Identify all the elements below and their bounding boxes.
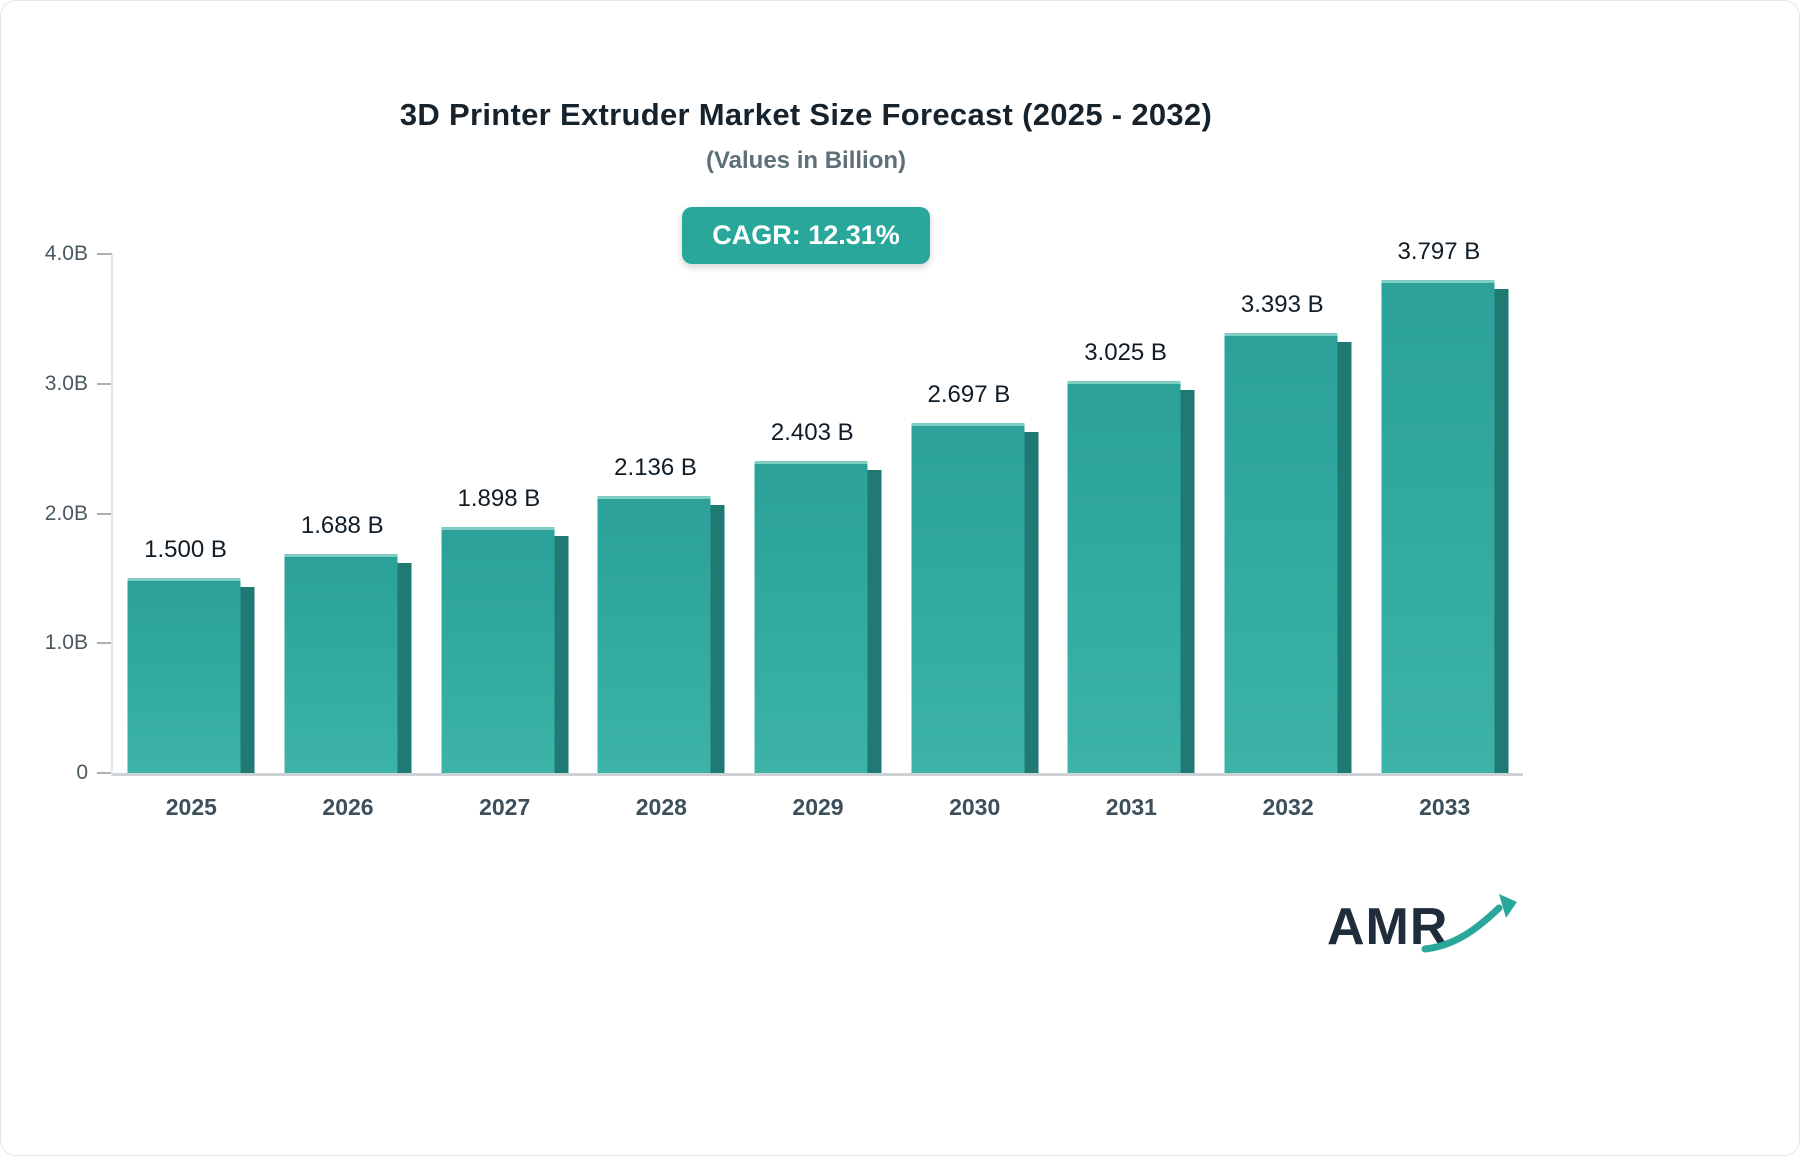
bar-face <box>911 423 1025 773</box>
bar-group: 2.697 B 2030 <box>896 254 1053 820</box>
y-tick: 4.0B <box>26 242 112 266</box>
bar-side-shadow <box>710 504 725 773</box>
bar <box>441 526 569 773</box>
chart-title: 3D Printer Extruder Market Size Forecast… <box>399 97 1213 132</box>
chart-header: 3D Printer Extruder Market Size Forecast… <box>1 97 1611 264</box>
y-axis: 0 1.0B 2.0B 3.0B 4.0B <box>26 242 112 784</box>
bar-group: 3.797 B 2033 <box>1366 238 1523 820</box>
x-axis-label: 2028 <box>635 794 687 820</box>
bar <box>1381 280 1509 773</box>
x-axis-label: 2025 <box>165 794 217 820</box>
bar-group: 1.898 B 2027 <box>426 254 583 820</box>
bar-face <box>597 495 711 773</box>
y-tick: 2.0B <box>26 502 112 526</box>
growth-arrow-icon <box>1421 894 1517 953</box>
y-tick-label: 0 <box>76 761 88 784</box>
y-tick-label: 2.0B <box>44 501 88 525</box>
x-axis-label: 2030 <box>949 794 1001 820</box>
bar-side-shadow <box>1180 389 1195 773</box>
bar-group: 2.403 B 2029 <box>740 254 897 820</box>
bar-value-label: 3.025 B <box>1084 338 1167 366</box>
y-tick: 0 <box>26 761 112 785</box>
bar-group: 3.393 B 2032 <box>1210 254 1367 820</box>
bar <box>1224 332 1352 773</box>
x-axis-label: 2029 <box>792 794 844 820</box>
bar <box>127 578 255 773</box>
y-tick: 1.0B <box>26 631 112 655</box>
y-tick-mark <box>97 253 112 255</box>
bar-value-label: 1.500 B <box>144 536 227 564</box>
y-tick-mark <box>97 382 112 385</box>
bar-group: 2.136 B 2028 <box>583 254 740 820</box>
cagr-badge: CAGR: 12.31% <box>682 207 930 264</box>
amr-logo: AMR <box>1327 894 1517 977</box>
x-axis-label: 2027 <box>479 794 531 820</box>
y-tick-label: 3.0B <box>44 371 88 395</box>
bar <box>597 495 725 773</box>
y-tick-label: 1.0B <box>44 631 88 655</box>
y-tick: 3.0B <box>26 372 112 396</box>
bar-face <box>1381 280 1495 773</box>
bar-face <box>441 526 555 773</box>
bar-group: 1.500 B 2025 <box>113 254 270 820</box>
x-axis-label: 2032 <box>1262 794 1314 820</box>
bar-side-shadow <box>1494 289 1509 773</box>
x-axis-label: 2033 <box>1419 794 1471 820</box>
bar-value-label: 1.688 B <box>300 511 384 539</box>
bar-side-shadow <box>1024 432 1039 773</box>
y-tick-mark <box>97 772 112 774</box>
bar <box>911 423 1039 773</box>
bar-group: 3.025 B 2031 <box>1053 254 1210 820</box>
bar-face <box>284 553 398 773</box>
bar-series: 1.500 B 2025 1.688 B 2026 1.898 B 2027 2.136 B… <box>113 238 1523 820</box>
bar-value-label: 3.797 B <box>1397 238 1481 266</box>
bar-side-shadow <box>867 470 882 773</box>
bar-face <box>754 461 868 773</box>
bar-value-label: 2.136 B <box>614 453 697 481</box>
bar-side-shadow <box>554 535 569 773</box>
y-tick-mark <box>97 642 112 645</box>
chart-subtitle: (Values in Billion) <box>705 147 907 174</box>
bar-value-label: 1.898 B <box>457 484 541 512</box>
bar-value-label: 2.403 B <box>770 419 854 447</box>
x-axis-label: 2031 <box>1105 794 1157 820</box>
bar-group: 1.688 B 2026 <box>270 254 427 820</box>
bar-face <box>1224 332 1338 773</box>
y-tick-mark <box>97 512 112 515</box>
bar <box>1067 380 1195 773</box>
plot-area: 1.500 B 2025 1.688 B 2026 1.898 B 2027 2.136 B… <box>111 238 1523 820</box>
bar-value-label: 3.393 B <box>1240 290 1324 318</box>
x-axis-label: 2026 <box>322 794 374 820</box>
bar-face <box>1067 380 1181 773</box>
bar-side-shadow <box>397 562 412 773</box>
bar-value-label: 2.697 B <box>927 381 1011 409</box>
bar-side-shadow <box>1337 341 1352 773</box>
bar-side-shadow <box>240 587 255 773</box>
y-tick-label: 4.0B <box>44 242 88 265</box>
bar <box>284 553 412 773</box>
bar <box>754 461 882 773</box>
bar-face <box>127 578 241 773</box>
